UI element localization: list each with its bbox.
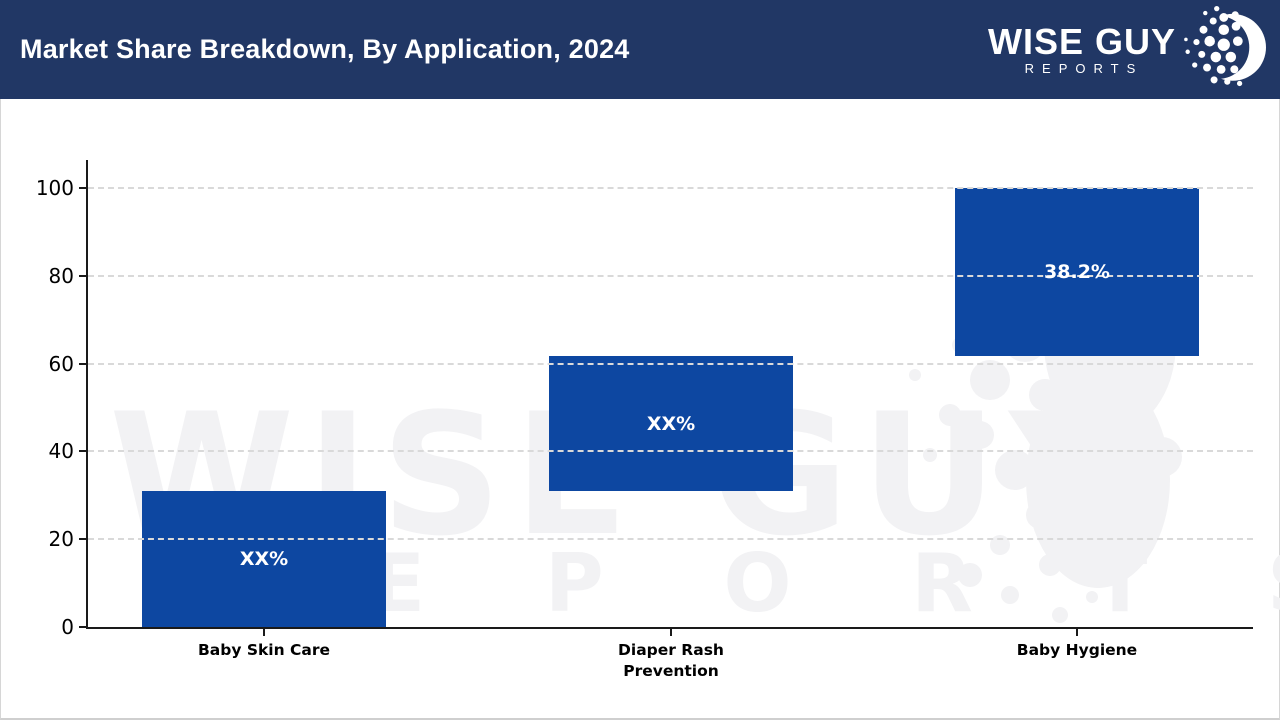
bar-value-label: 38.2%: [1044, 260, 1110, 283]
x-category-label: Baby Hygiene: [1016, 641, 1138, 659]
y-tick-label-60: 60: [48, 351, 74, 376]
gridline-y-60: [88, 362, 1253, 365]
y-tick-mark-100: [79, 187, 88, 189]
y-tick-mark-0: [79, 626, 88, 628]
y-tick-label-0: 0: [61, 615, 74, 639]
page-title: Market Share Breakdown, By Application, …: [20, 34, 630, 64]
y-tick-mark-60: [79, 362, 88, 365]
bar-value-label: XX%: [239, 548, 289, 571]
x-tick-mark: [670, 627, 672, 636]
y-tick-label-40: 40: [48, 439, 74, 464]
brand-subtitle: REPORTS: [1024, 60, 1144, 76]
y-tick-mark-20: [79, 538, 88, 541]
brand-logo: WISE GUY REPORTS: [988, 5, 1266, 94]
x-axis-line: [86, 627, 1253, 629]
y-tick-label-20: 20: [48, 527, 74, 552]
gridline-y-80: [88, 274, 1253, 277]
x-tick-mark: [1076, 627, 1078, 636]
brand-name: WISE GUY: [987, 21, 1176, 63]
y-tick-label-100: 100: [35, 176, 74, 200]
y-tick-mark-80: [79, 274, 88, 277]
gridline-y-40: [88, 450, 1253, 453]
x-category-label: Baby Skin Care: [197, 641, 331, 659]
gridline-y-100: [88, 187, 1253, 189]
bar-segment: [549, 355, 793, 492]
bar-segment: [142, 491, 386, 627]
y-tick-mark-40: [79, 450, 88, 453]
header-bar: Market Share Breakdown, By Application, …: [0, 0, 1280, 99]
x-category-label: Diaper Rash Prevention: [618, 641, 724, 680]
brand-face-icon: [1184, 5, 1266, 86]
y-tick-label-80: 80: [48, 263, 74, 288]
gridline-y-20: [88, 538, 1253, 541]
x-tick-mark: [263, 627, 265, 636]
brand-wordmark: WISE GUY REPORTS: [988, 23, 1176, 76]
bar-value-label: XX%: [646, 412, 696, 435]
y-axis-line: [86, 160, 88, 629]
